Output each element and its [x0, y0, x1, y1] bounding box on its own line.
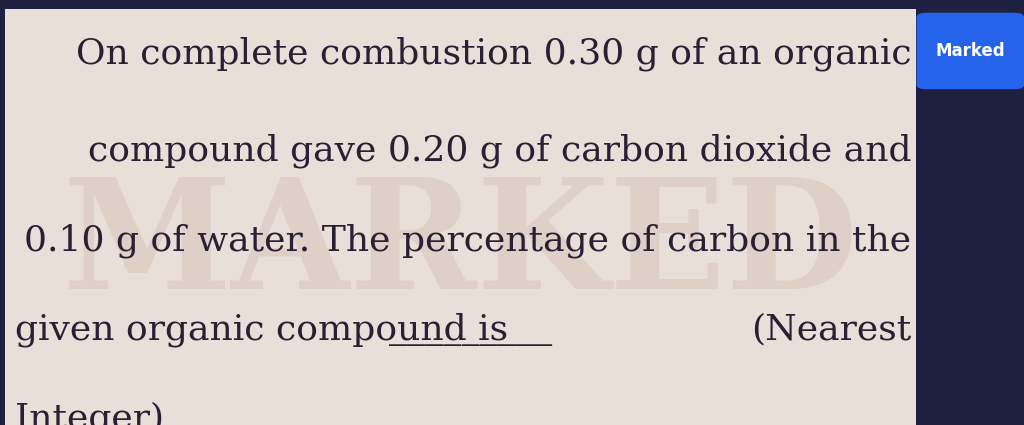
Text: (Nearest: (Nearest [752, 312, 911, 346]
Text: 0.10 g of water. The percentage of carbon in the: 0.10 g of water. The percentage of carbo… [25, 223, 911, 258]
Text: MARKED: MARKED [62, 172, 859, 321]
FancyBboxPatch shape [916, 13, 1024, 89]
Text: On complete combustion 0.30 g of an organic: On complete combustion 0.30 g of an orga… [76, 36, 911, 71]
Text: given organic compound is: given organic compound is [15, 312, 509, 347]
Text: _________: _________ [389, 312, 552, 346]
FancyBboxPatch shape [5, 8, 916, 425]
Text: compound gave 0.20 g of carbon dioxide and: compound gave 0.20 g of carbon dioxide a… [88, 134, 911, 168]
Text: Integer): Integer) [15, 402, 165, 425]
Text: Marked: Marked [936, 42, 1005, 60]
